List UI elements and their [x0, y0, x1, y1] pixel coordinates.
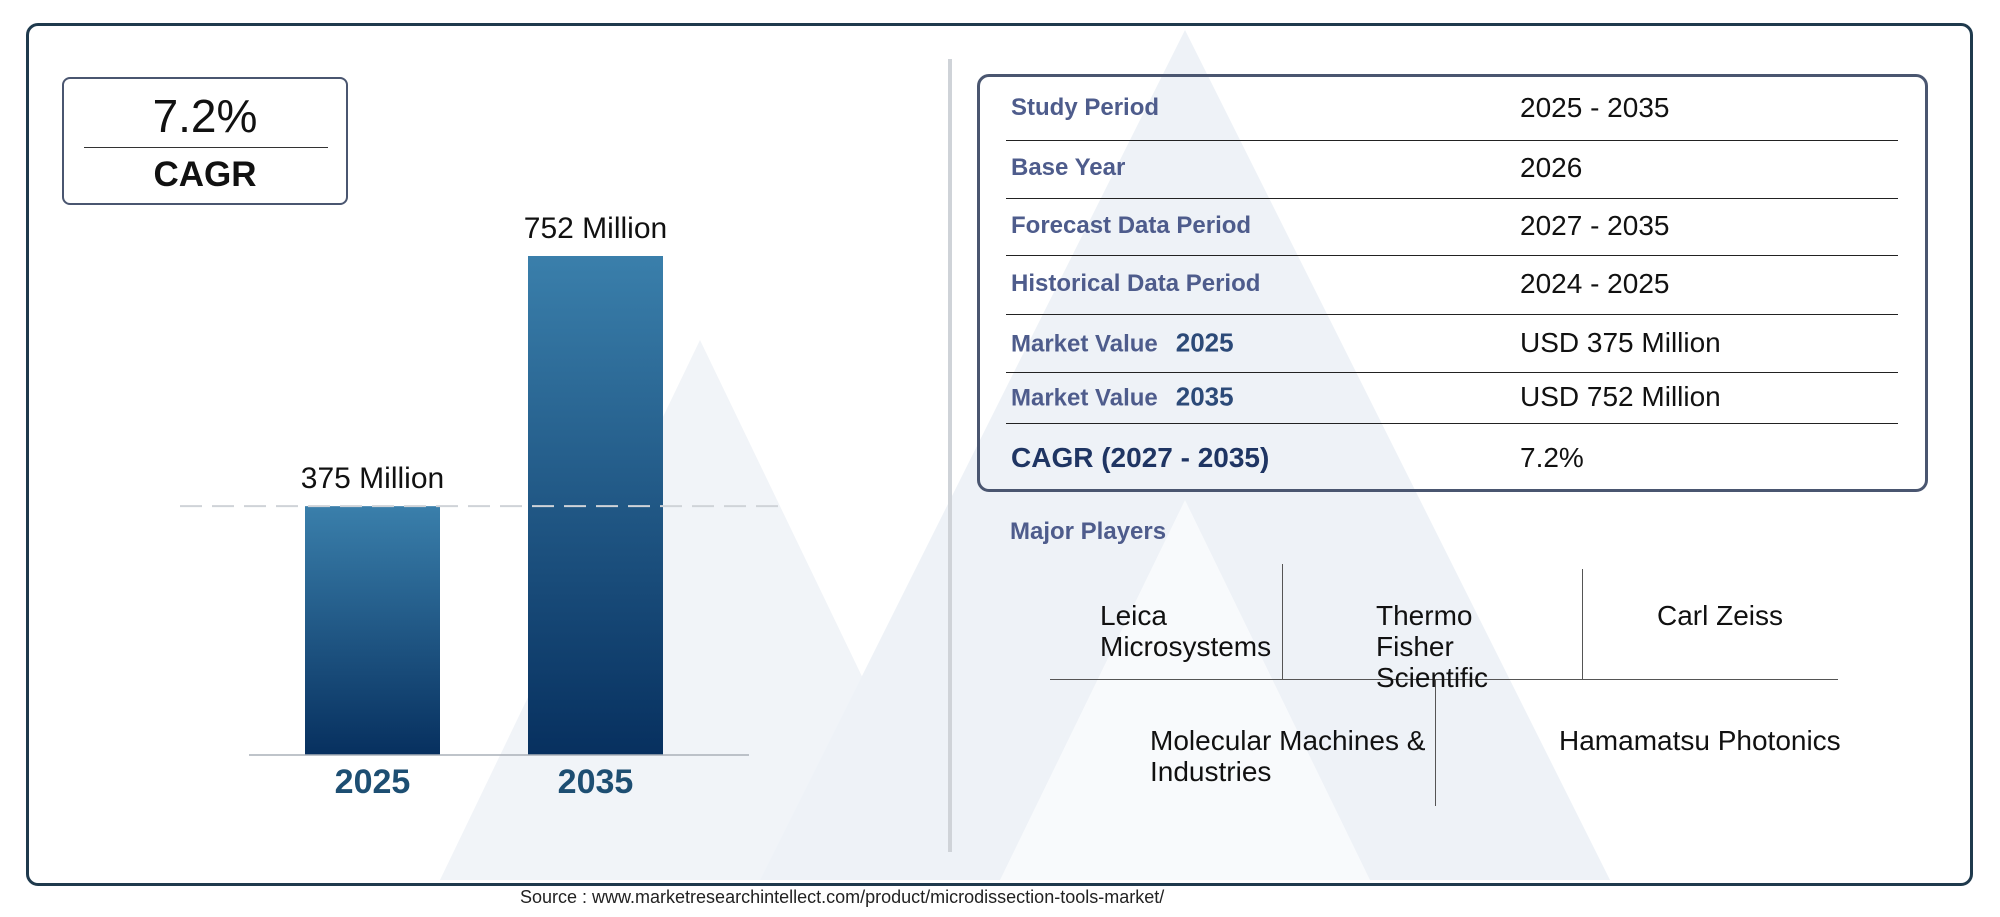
table-row-value: USD 375 Million: [1520, 327, 1721, 358]
table-row-value: 2027 - 2035: [1520, 210, 1670, 241]
cagr-label: CAGR: [153, 155, 257, 194]
cagr-divider: [84, 147, 328, 148]
table-row-value: USD 752 Million: [1520, 381, 1721, 412]
outer-frame: [26, 23, 1973, 886]
table-row-value: 2025 - 2035: [1520, 92, 1670, 123]
table-row-divider: [1006, 198, 1898, 199]
table-row-divider: [1006, 372, 1898, 373]
data-label: 375 Million: [301, 462, 444, 495]
players-grid-line: [1435, 679, 1436, 806]
data-label: 752 Million: [524, 212, 667, 245]
player-name: Hamamatsu Photonics: [1559, 725, 1841, 756]
cagr-box: 7.2% CAGR: [62, 77, 348, 205]
table-row-label: CAGR (2027 - 2035): [1011, 442, 1269, 474]
players-grid-line: [1050, 679, 1838, 680]
x-tick-label: 2025: [335, 763, 411, 801]
summary-table: [977, 74, 1928, 492]
table-row-divider: [1006, 140, 1898, 141]
label-year: 2035: [1175, 381, 1234, 412]
table-row-label: Forecast Data Period: [1011, 212, 1251, 240]
player-name: Carl Zeiss: [1656, 600, 1783, 631]
player-name: Leica Microsystems: [1100, 600, 1272, 662]
cagr-value: 7.2%: [152, 90, 258, 142]
source-note: Source : www.marketresearchintellect.com…: [520, 887, 1165, 907]
x-tick-label: 2035: [558, 763, 634, 801]
major-players-title: Major Players: [1010, 518, 1167, 545]
table-row-label: Market Value 2025: [1011, 328, 1234, 359]
label-text: Forecast Data Period: [1011, 212, 1252, 239]
player-name: Thermo Fisher Scientific: [1376, 600, 1489, 693]
bar-2025: [305, 506, 440, 755]
table-row-label: Base Year: [1011, 154, 1125, 182]
label-year: 2025: [1175, 327, 1234, 358]
table-row-divider: [1006, 255, 1898, 256]
label-text: Market Value: [1011, 330, 1158, 358]
label-text: Base Year: [1011, 154, 1126, 181]
label-text: Study Period: [1011, 94, 1160, 121]
table-row-divider: [1006, 423, 1898, 424]
label-text: Market Value: [1011, 384, 1158, 412]
players-grid-line: [1282, 564, 1283, 679]
label-text: CAGR (2027 - 2035): [1011, 442, 1270, 473]
table-row-value: 2026: [1520, 152, 1583, 183]
table-row-label: Historical Data Period: [1011, 270, 1260, 298]
table-row-label: Study Period: [1011, 94, 1159, 122]
label-text: Historical Data Period: [1011, 270, 1261, 297]
table-row-label: Market Value 2035: [1011, 382, 1234, 413]
players-grid-line: [1582, 569, 1583, 679]
table-row-value: 2024 - 2025: [1520, 268, 1670, 299]
bar-chart: 375 Million 2025 752 Million 2035: [180, 212, 787, 801]
table-row-divider: [1006, 314, 1898, 315]
section-divider: [948, 59, 952, 852]
player-name: Molecular Machines & Industries: [1150, 725, 1426, 787]
table-row-value: 7.2%: [1520, 442, 1584, 473]
